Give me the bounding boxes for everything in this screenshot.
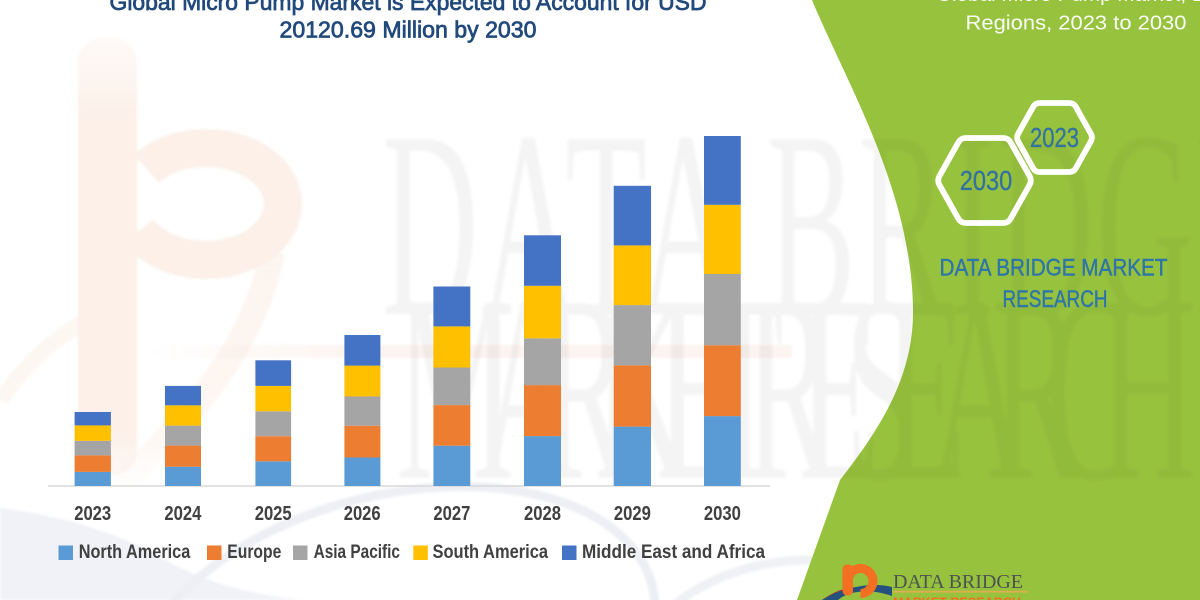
svg-text:20120.69 Million by 2030: 20120.69 Million by 2030 [280,17,537,43]
svg-text:2023: 2023 [74,503,111,525]
svg-text:2023: 2023 [1030,122,1079,153]
svg-text:DATA BRIDGE MARKET: DATA BRIDGE MARKET [940,254,1168,281]
svg-text:Regions, 2023 to 2030: Regions, 2023 to 2030 [966,13,1187,35]
svg-text:2030: 2030 [960,165,1013,196]
svg-text:2026: 2026 [344,503,381,525]
svg-text:DATA BRIDGE: DATA BRIDGE [893,571,1023,593]
svg-text:2027: 2027 [433,503,470,525]
svg-text:South America: South America [433,542,549,563]
svg-text:MARKET RESEARCH: MARKET RESEARCH [893,595,1021,600]
svg-text:2025: 2025 [255,503,292,525]
svg-text:Global Micro Pump Market is Ex: Global Micro Pump Market is Expected to … [110,0,707,15]
svg-text:Global Micro Pump Market, By: Global Micro Pump Market, By [936,0,1200,6]
svg-text:2030: 2030 [704,503,741,525]
svg-text:RESEARCH: RESEARCH [1003,286,1108,313]
svg-text:North America: North America [79,542,191,563]
svg-text:2029: 2029 [614,503,651,525]
svg-text:2028: 2028 [524,503,561,525]
svg-text:Middle East and Africa: Middle East and Africa [582,542,765,563]
svg-text:Asia Pacific: Asia Pacific [314,542,401,563]
svg-text:2024: 2024 [164,503,202,525]
svg-text:Europe: Europe [227,542,281,563]
